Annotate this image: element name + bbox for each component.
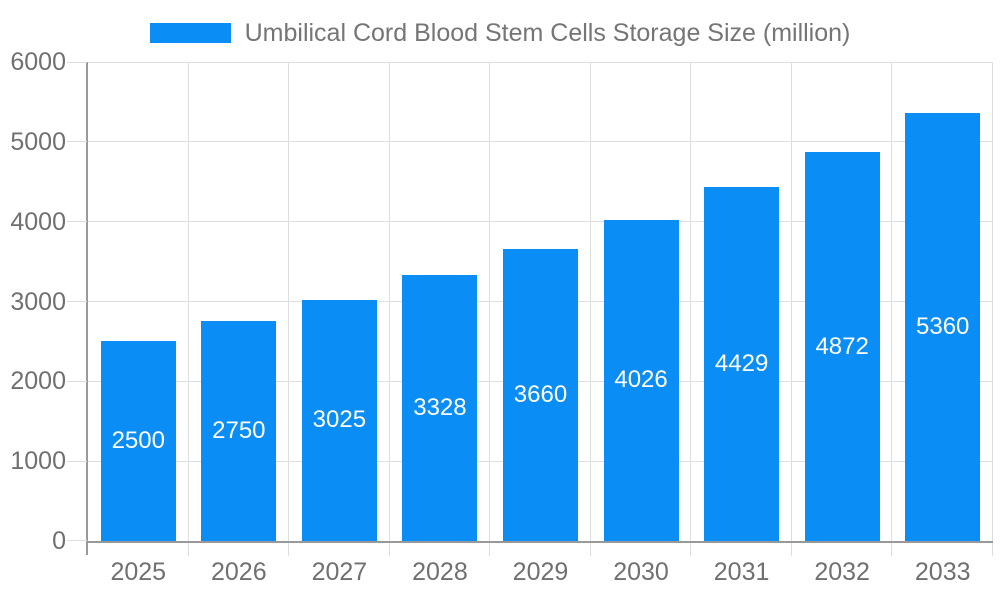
chart-legend: Umbilical Cord Blood Stem Cells Storage …	[0, 18, 1000, 48]
x-tick-label: 2030	[613, 558, 669, 586]
y-tick-label: 2000	[10, 367, 66, 396]
bar-value-label: 3660	[513, 380, 568, 408]
bar-value-label: 2500	[111, 427, 165, 455]
bar-value-label: 4026	[614, 366, 668, 394]
bar-2026: 2750	[201, 321, 277, 541]
y-gridline	[88, 221, 993, 223]
bar-value-label: 4429	[714, 350, 769, 378]
y-tick	[67, 61, 87, 63]
x-tick	[288, 543, 289, 556]
legend-label: Umbilical Cord Blood Stem Cells Storage …	[244, 18, 851, 47]
y-tick	[67, 221, 87, 223]
y-tick	[67, 539, 87, 541]
y-tick-label: 0	[52, 527, 66, 555]
x-tick-label: 2027	[311, 558, 368, 586]
x-axis-line	[86, 541, 993, 543]
x-gridline	[891, 62, 892, 541]
x-gridline	[288, 62, 289, 541]
x-axis-labels: 2025 2026 2027 2028 2029 2030 2031 2032 2033	[88, 555, 993, 589]
x-tick-label: 2029	[512, 558, 569, 586]
x-tick	[489, 543, 490, 556]
x-tick-label: 2028	[412, 558, 468, 586]
legend-swatch	[149, 23, 231, 43]
y-tick-label: 4000	[10, 207, 66, 236]
x-gridline	[791, 62, 792, 541]
bar-value-label: 4872	[815, 332, 869, 360]
bar-value-label: 5360	[916, 313, 970, 341]
x-tick	[188, 543, 189, 556]
y-tick	[67, 380, 87, 382]
bar-2032: 4872	[804, 152, 880, 541]
bar-2027: 3025	[301, 299, 377, 541]
bar-2031: 4429	[704, 187, 780, 541]
plot-area: 2500 2750 3025 3328 3660 4026 4429 4872 5360	[67, 61, 993, 556]
bar-value-label: 2750	[212, 417, 266, 445]
x-gridline	[590, 62, 591, 541]
x-gridline	[992, 62, 993, 541]
x-tick	[891, 543, 892, 556]
y-tick-label: 6000	[10, 48, 66, 76]
x-tick	[791, 543, 792, 556]
bar-value-label: 3328	[413, 394, 467, 422]
x-tick	[992, 543, 993, 556]
x-tick-label: 2025	[110, 558, 167, 586]
y-tick-label: 3000	[10, 287, 66, 316]
y-axis-line	[86, 62, 88, 555]
bar-2028: 3328	[402, 275, 478, 541]
y-tick-label: 5000	[10, 127, 66, 156]
y-gridline	[88, 61, 993, 63]
y-tick	[67, 301, 87, 302]
x-tick-label: 2033	[914, 558, 971, 586]
x-tick-label: 2032	[814, 558, 870, 586]
x-tick-label: 2026	[211, 558, 267, 586]
x-tick	[389, 543, 390, 556]
x-gridline	[188, 62, 189, 541]
x-gridline	[690, 62, 691, 541]
x-tick	[690, 543, 691, 556]
y-tick	[67, 460, 87, 462]
x-gridline	[389, 62, 390, 541]
y-tick-label: 1000	[10, 447, 66, 476]
y-tick	[67, 141, 87, 143]
x-tick-label: 2031	[713, 558, 770, 586]
bar-value-label: 3025	[312, 406, 367, 434]
bar-2029: 3660	[503, 248, 578, 541]
x-tick	[590, 543, 591, 556]
y-gridline	[88, 141, 993, 143]
bar-2025: 2500	[100, 341, 176, 541]
bar-2033: 5360	[905, 113, 981, 541]
bar-2030: 4026	[603, 219, 679, 541]
x-gridline	[489, 62, 490, 541]
